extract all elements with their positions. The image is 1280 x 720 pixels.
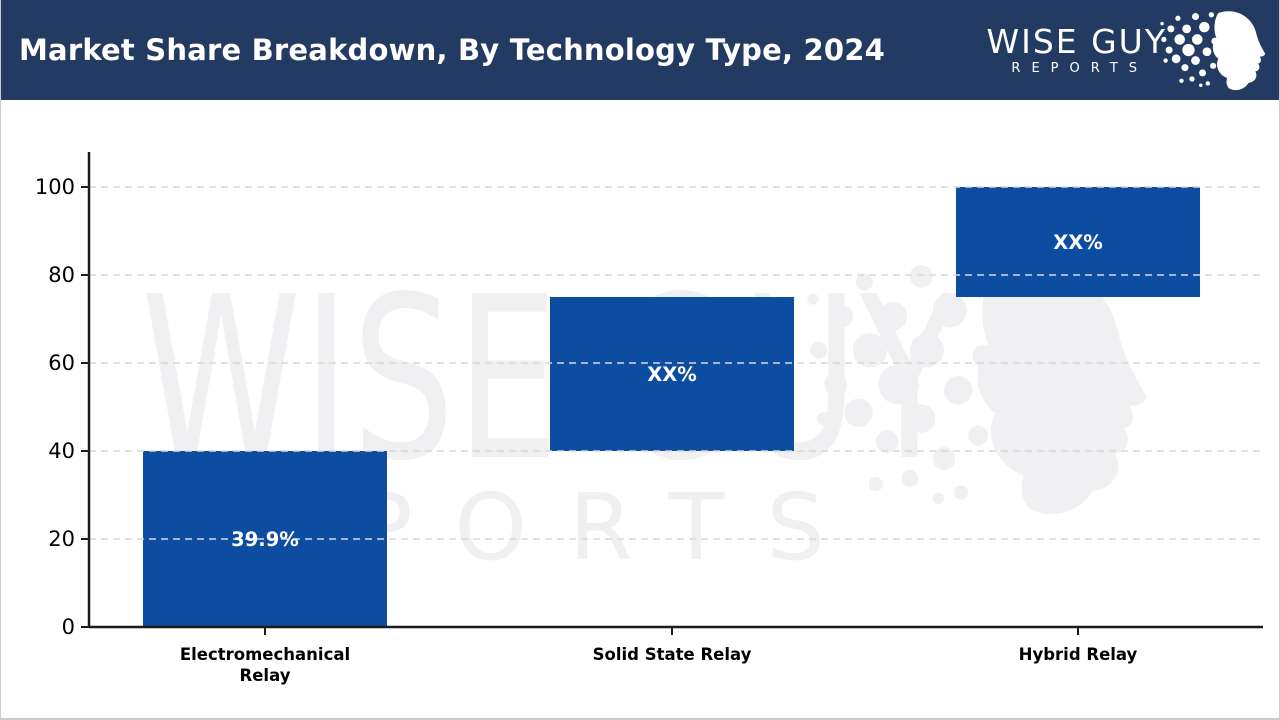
logo-brand-subtitle: REPORTS — [1011, 60, 1149, 76]
y-tick-label-0: 0 — [62, 615, 75, 639]
category-label-1: Solid State Relay — [593, 645, 752, 664]
y-tick-label-100: 100 — [35, 175, 75, 199]
bar-value-label-0: 39.9% — [231, 528, 299, 551]
category-label-0: Electromechanical Relay — [180, 645, 350, 685]
bar-value-label-1: XX% — [647, 363, 697, 386]
logo-brand-name: WISE GUY — [986, 21, 1167, 61]
bar-chart: 0 20 40 60 80 100 Electromechanical Relay Solid … — [35, 152, 1263, 685]
dotted-face-icon — [1155, 6, 1273, 94]
y-tick-label-20: 20 — [48, 527, 75, 551]
header-bar: Market Share Breakdown, By Technology Ty… — [1, 0, 1279, 100]
y-tick-label-40: 40 — [48, 439, 75, 463]
bar-solid-state-relay — [550, 297, 794, 451]
page-title: Market Share Breakdown, By Technology Ty… — [19, 33, 886, 67]
wiseguy-logo-text: WISE GUY REPORTS — [986, 25, 1167, 76]
y-tick-label-60: 60 — [48, 351, 75, 375]
y-tick-label-80: 80 — [48, 263, 75, 287]
wiseguy-logo: WISE GUY REPORTS — [986, 0, 1273, 100]
bar-value-label-2: XX% — [1053, 231, 1103, 254]
category-label-2: Hybrid Relay — [1019, 645, 1138, 664]
